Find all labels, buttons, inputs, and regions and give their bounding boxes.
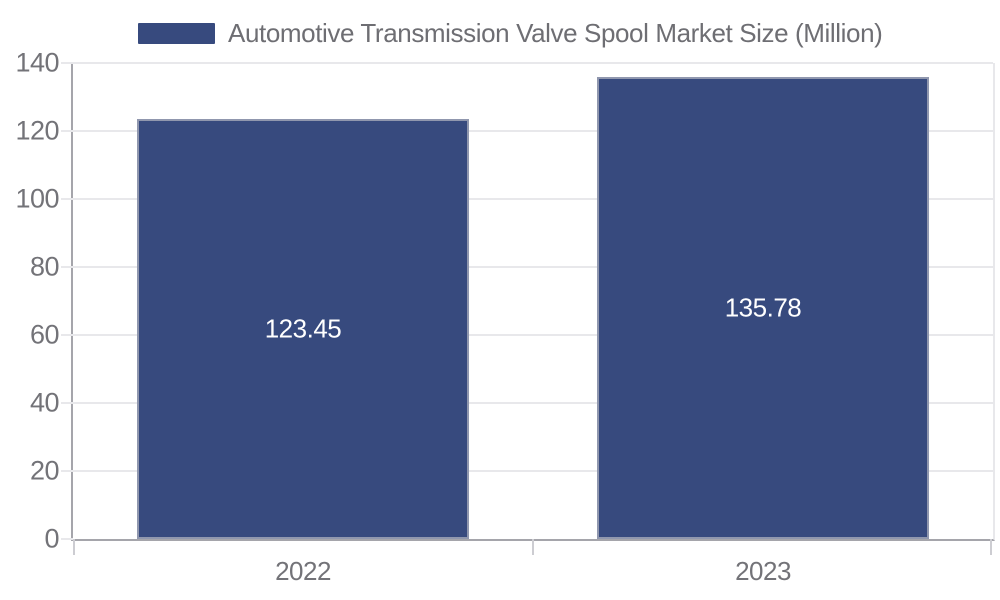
gridline-y-100 — [73, 198, 993, 200]
y-axis-tick-40 — [61, 402, 73, 404]
x-axis-label-2023: 2023 — [735, 556, 791, 586]
gridline-y-40 — [73, 402, 993, 404]
bar-value-label-2022: 123.45 — [264, 313, 342, 344]
gridline-y-80 — [73, 266, 993, 268]
y-axis-label-60: 60 — [29, 319, 60, 350]
y-axis-label-140: 140 — [15, 47, 59, 78]
legend-label: Automotive Transmission Valve Spool Mark… — [228, 18, 883, 48]
gridline-y-60 — [73, 334, 993, 336]
x-axis-tick-2 — [990, 539, 992, 555]
x-axis-label-2022: 2022 — [275, 556, 331, 586]
y-axis-label-120: 120 — [15, 115, 59, 146]
gridline-y-120 — [73, 130, 993, 132]
plot-area: 0 20 40 60 80 100 120 140 123.45 2022 135.78 2023 — [15, 48, 995, 586]
y-axis-label-40: 40 — [29, 387, 60, 418]
y-axis-tick-20 — [61, 470, 73, 472]
y-axis-tick-0 — [61, 538, 73, 540]
legend-swatch-icon — [138, 22, 215, 44]
y-axis-tick-140 — [61, 62, 73, 64]
y-axis-label-80: 80 — [29, 251, 60, 282]
y-axis-label-100: 100 — [15, 183, 59, 214]
x-axis-tick-0 — [73, 539, 75, 555]
y-axis-tick-120 — [61, 130, 73, 132]
bar-2022: 123.45 — [137, 119, 469, 539]
y-axis-label-0: 0 — [44, 523, 59, 554]
x-axis-tick-1 — [532, 539, 534, 555]
bar-2023: 135.78 — [597, 77, 929, 539]
y-axis-label-20: 20 — [29, 455, 60, 486]
y-axis-tick-60 — [61, 334, 73, 336]
chart-legend[interactable]: Automotive Transmission Valve Spool Mark… — [138, 18, 883, 48]
gridline-y-140 — [73, 62, 993, 64]
y-axis-tick-80 — [61, 266, 73, 268]
bar-value-label-2023: 135.78 — [724, 292, 802, 323]
gridline-y-20 — [73, 470, 993, 472]
y-axis-tick-100 — [61, 198, 73, 200]
